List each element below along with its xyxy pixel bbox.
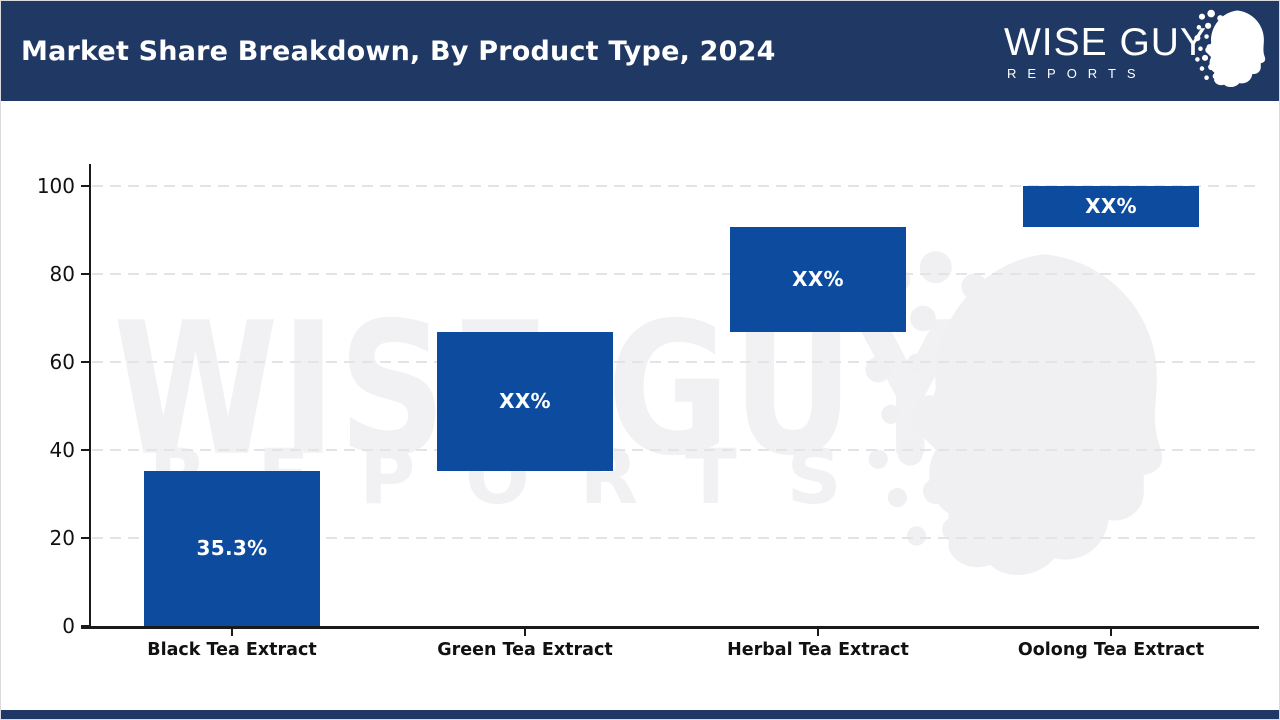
y-tick-label: 20: [49, 526, 75, 550]
bar-value-label: 35.3%: [196, 536, 268, 561]
brand-name: WISE GUY: [1003, 21, 1207, 64]
bar-value-label: XX%: [792, 267, 844, 292]
x-axis-line: [81, 626, 1259, 629]
y-tick-mark: [81, 537, 90, 539]
x-tick-mark: [1110, 629, 1112, 636]
y-tick-mark: [81, 361, 90, 363]
gridline: [92, 361, 1259, 363]
brand-subtitle: REPORTS: [1006, 66, 1147, 81]
y-tick-mark: [81, 449, 90, 451]
bar-value-label: XX%: [499, 389, 551, 414]
x-category-label: Black Tea Extract: [147, 640, 317, 660]
gridline: [92, 537, 1259, 539]
brand-logo: WISE GUY REPORTS: [1004, 9, 1271, 95]
x-tick-mark: [231, 629, 233, 636]
watermark-head-icon: [865, 251, 1163, 576]
x-category-label: Herbal Tea Extract: [727, 640, 909, 660]
y-tick-label: 0: [62, 614, 75, 638]
bar-green-tea-extract: XX%: [437, 332, 613, 471]
x-category-label: Oolong Tea Extract: [1017, 640, 1205, 660]
gridline: [92, 185, 1259, 187]
x-tick-mark: [817, 629, 819, 636]
y-tick-label: 80: [49, 262, 75, 286]
bar-value-label: XX%: [1085, 194, 1137, 219]
y-tick-label: 60: [49, 350, 75, 374]
brand-logo-text: WISE GUY REPORTS: [1004, 23, 1207, 81]
y-axis-line: [89, 164, 91, 628]
bar-black-tea-extract: 35.3%: [144, 470, 320, 626]
brand-head-icon: [1194, 9, 1266, 88]
bar-oolong-tea-extract: XX%: [1023, 186, 1199, 227]
y-tick-mark: [81, 273, 90, 275]
x-tick-mark: [524, 629, 526, 636]
bar-herbal-tea-extract: XX%: [730, 226, 906, 333]
x-category-label: Green Tea Extract: [437, 640, 613, 660]
gridline: [92, 449, 1259, 451]
footer-bar: [1, 710, 1279, 719]
y-tick-mark: [81, 185, 90, 187]
gridline: [92, 273, 1259, 275]
y-tick-label: 100: [36, 174, 75, 198]
header-bar: Market Share Breakdown, By Product Type,…: [1, 1, 1279, 101]
y-tick-label: 40: [49, 438, 75, 462]
page-title: Market Share Breakdown, By Product Type,…: [21, 35, 776, 67]
